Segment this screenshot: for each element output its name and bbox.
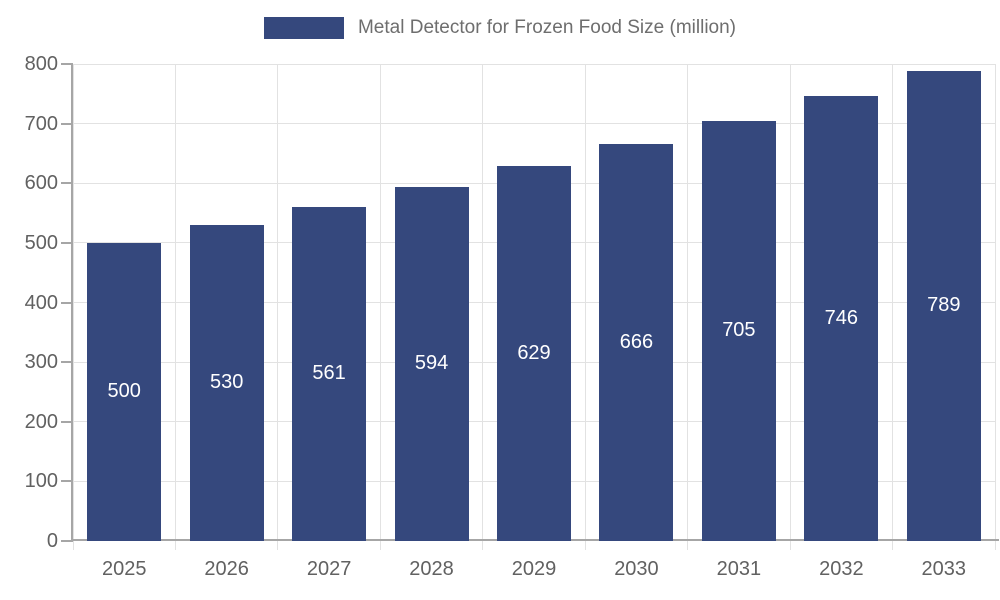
x-gridline bbox=[687, 64, 689, 550]
legend-label: Metal Detector for Frozen Food Size (mil… bbox=[357, 17, 736, 38]
y-tick bbox=[61, 241, 73, 244]
x-axis-label: 2025 bbox=[101, 558, 147, 580]
y-axis-label: 300 bbox=[24, 351, 58, 374]
x-axis-label: 2027 bbox=[306, 558, 352, 580]
y-axis-line bbox=[71, 64, 73, 541]
x-axis-label: 2033 bbox=[921, 558, 967, 580]
x-axis-label: 2032 bbox=[819, 558, 864, 580]
bar: 789 bbox=[906, 70, 981, 541]
y-tick bbox=[61, 122, 73, 125]
bar-value-label: 789 bbox=[927, 294, 961, 317]
y-axis-label: 0 bbox=[46, 530, 58, 552]
y-tick bbox=[61, 182, 73, 185]
y-axis-label: 800 bbox=[24, 53, 58, 75]
y-gridline bbox=[73, 63, 995, 65]
bar-value-label: 666 bbox=[619, 330, 654, 353]
y-tick bbox=[61, 361, 73, 364]
y-axis-label: 700 bbox=[24, 112, 58, 135]
bar-value-label: 500 bbox=[107, 380, 141, 403]
bar: 530 bbox=[189, 224, 264, 541]
bar: 561 bbox=[292, 206, 367, 541]
x-gridline bbox=[789, 64, 791, 550]
x-gridline bbox=[379, 64, 381, 550]
bar-value-label: 594 bbox=[414, 352, 449, 375]
x-gridline bbox=[994, 64, 996, 550]
y-gridline bbox=[73, 123, 995, 125]
bar-value-label: 705 bbox=[722, 319, 756, 342]
bar-value-label: 530 bbox=[209, 371, 244, 394]
bar: 594 bbox=[394, 186, 469, 541]
x-axis-label: 2026 bbox=[204, 558, 249, 580]
y-axis-label: 400 bbox=[24, 291, 58, 314]
x-gridline bbox=[482, 64, 484, 550]
x-gridline bbox=[72, 64, 74, 550]
chart-legend[interactable]: Metal Detector for Frozen Food Size (mil… bbox=[0, 17, 1000, 39]
bar-value-label: 629 bbox=[517, 341, 551, 364]
y-axis-label: 600 bbox=[24, 172, 58, 195]
x-gridline bbox=[892, 64, 894, 550]
x-gridline bbox=[584, 64, 586, 550]
bar-value-label: 561 bbox=[312, 362, 346, 385]
bar: 629 bbox=[497, 165, 571, 541]
bar: 666 bbox=[599, 143, 674, 541]
x-axis-label: 2029 bbox=[511, 558, 557, 580]
bar-value-label: 746 bbox=[824, 307, 859, 330]
y-tick bbox=[61, 63, 73, 65]
y-axis-label: 100 bbox=[24, 470, 58, 493]
y-axis-label: 500 bbox=[24, 231, 58, 254]
y-tick bbox=[61, 301, 73, 304]
y-axis-label: 200 bbox=[24, 410, 58, 433]
x-axis-label: 2030 bbox=[614, 558, 659, 580]
x-gridline bbox=[277, 64, 279, 550]
x-axis-label: 2031 bbox=[716, 558, 762, 580]
bar: 705 bbox=[701, 120, 776, 541]
bar: 746 bbox=[804, 96, 879, 541]
y-tick bbox=[61, 420, 73, 423]
bar: 500 bbox=[87, 242, 162, 541]
legend-swatch bbox=[263, 17, 344, 39]
y-tick bbox=[61, 540, 73, 542]
x-gridline bbox=[174, 64, 176, 550]
x-axis-label: 2028 bbox=[409, 558, 454, 580]
y-tick bbox=[61, 480, 73, 483]
